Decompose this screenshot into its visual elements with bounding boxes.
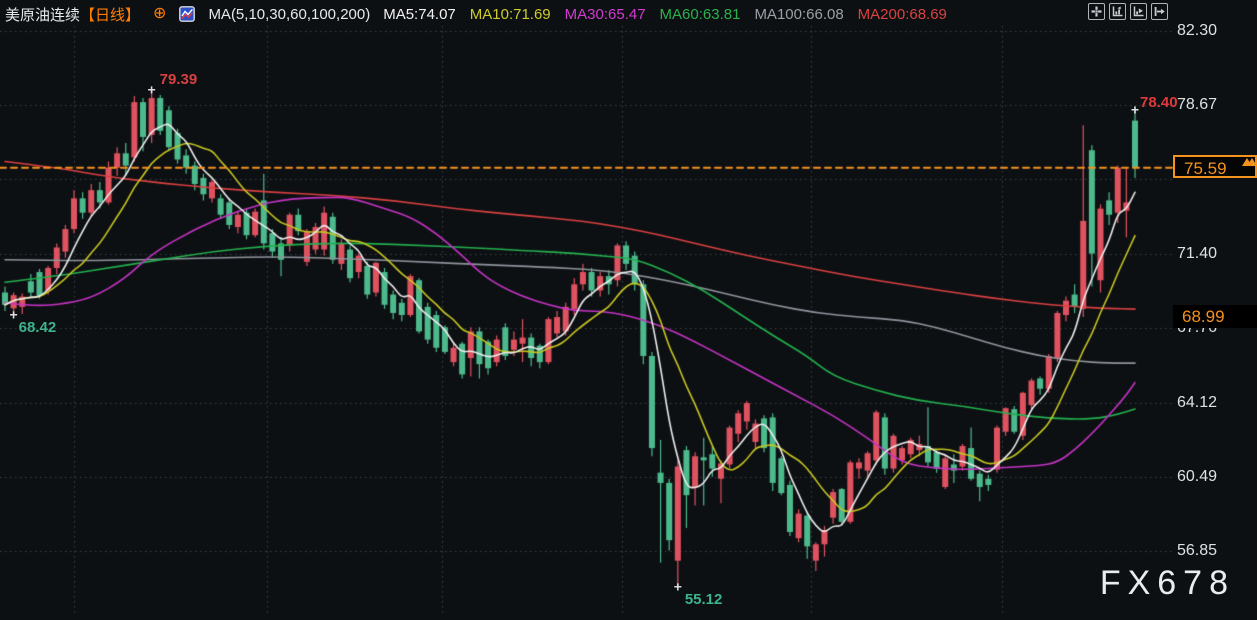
chart-header: 美原油连续 【日线】 ⊕ MA(5,10,30,60,100,200) MA5:7… bbox=[5, 3, 947, 25]
swing-high-left-label: 79.39 bbox=[159, 71, 198, 89]
ma-legend-ma10: MA10:71.69 bbox=[469, 5, 551, 23]
latest-high-label: 78.40 bbox=[1140, 94, 1178, 112]
ma-legend: MA5:74.07 MA10:71.69 MA30:65.47 MA60:63.81 M… bbox=[383, 6, 947, 23]
swing-low-left-label: 68.42 bbox=[18, 318, 57, 336]
latest-price-arrow-icon[interactable] bbox=[1241, 155, 1257, 167]
secondary-price-tag: 68.99 bbox=[1173, 304, 1257, 328]
axis-tick-label: 56.85 bbox=[1177, 542, 1218, 560]
chart-pan-left-button[interactable] bbox=[1109, 3, 1126, 20]
axis-tick-label: 71.40 bbox=[1177, 244, 1218, 262]
circle-plus-icon[interactable]: ⊕ bbox=[153, 5, 167, 22]
latest-high-cross-icon: + bbox=[1130, 101, 1140, 118]
symbol-title-and-period: 美原油连续 【日线】 bbox=[5, 4, 140, 25]
ma-legend-ma60: MA60:63.81 bbox=[659, 5, 741, 23]
ma-legend-ma200: MA200:68.69 bbox=[857, 5, 947, 23]
swing-low-left-cross-icon: + bbox=[9, 305, 18, 322]
axis-tick-label: 82.30 bbox=[1177, 21, 1218, 39]
crosshair-move-button[interactable] bbox=[1088, 3, 1105, 20]
chart-pan-right-button[interactable] bbox=[1130, 3, 1147, 20]
jump-to-latest-icon bbox=[1154, 6, 1165, 17]
ma-legend-ma5: MA5:74.07 bbox=[383, 5, 456, 23]
ma-legend-ma100: MA100:66.08 bbox=[754, 5, 844, 23]
lowest-low-label: 55.12 bbox=[684, 590, 723, 608]
ma-legend-ma30: MA30:65.47 bbox=[564, 5, 646, 23]
line-chart-icon[interactable] bbox=[179, 6, 196, 22]
chart-pan-left-icon bbox=[1112, 6, 1123, 17]
ma-parameters-label: MA(5,10,30,60,100,200) bbox=[208, 5, 371, 23]
lowest-low-cross-icon: + bbox=[673, 578, 682, 595]
jump-to-latest-button[interactable] bbox=[1151, 3, 1168, 20]
watermark: FX678 bbox=[1099, 564, 1235, 602]
axis-tick-label: 60.49 bbox=[1177, 467, 1218, 485]
current-price-tag: 75.59 bbox=[1173, 155, 1257, 179]
axis-tick-label: 64.12 bbox=[1177, 393, 1218, 411]
chart-toolbar bbox=[1088, 3, 1168, 20]
axis-tick-label: 78.67 bbox=[1177, 95, 1218, 113]
chart-pan-right-icon bbox=[1133, 6, 1144, 17]
period-selector[interactable]: 【日线】 bbox=[80, 6, 141, 24]
swing-high-left-cross-icon: + bbox=[147, 81, 156, 98]
symbol-title: 美原油连续 bbox=[5, 6, 81, 24]
crosshair-move-icon bbox=[1091, 6, 1102, 17]
